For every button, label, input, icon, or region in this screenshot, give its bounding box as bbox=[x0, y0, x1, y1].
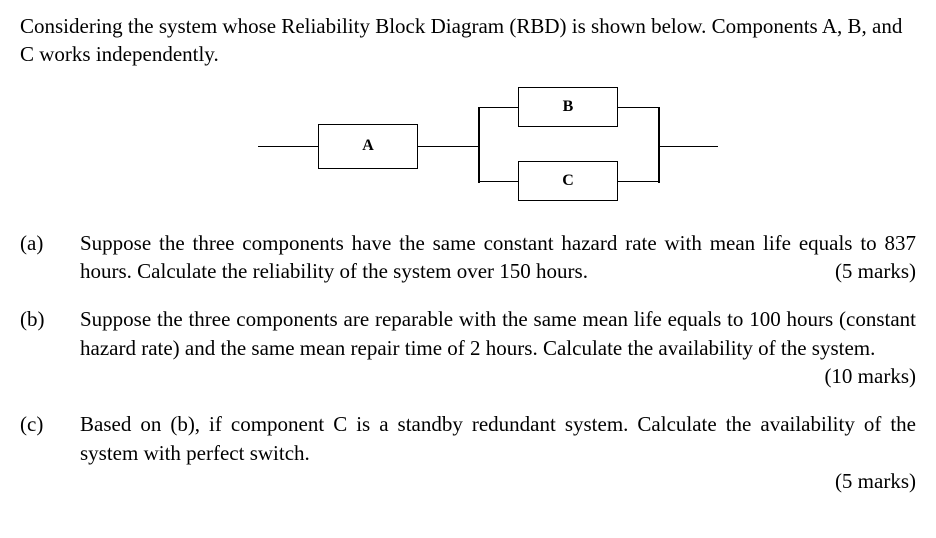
diagram-line bbox=[658, 107, 660, 183]
question-label: (b) bbox=[20, 305, 80, 390]
diagram-line bbox=[478, 181, 518, 183]
question-text: Based on (b), if component C is a standb… bbox=[80, 412, 916, 464]
question-marks: (5 marks) bbox=[835, 257, 916, 285]
block-b: B bbox=[518, 87, 618, 127]
diagram-line bbox=[618, 107, 658, 109]
question-label: (a) bbox=[20, 229, 80, 286]
question-label: (c) bbox=[20, 410, 80, 495]
diagram-line bbox=[258, 146, 318, 148]
diagram-line bbox=[478, 107, 518, 109]
question-text: Suppose the three components are reparab… bbox=[80, 307, 916, 359]
question-body: Suppose the three components are reparab… bbox=[80, 305, 916, 390]
diagram-line bbox=[658, 146, 718, 148]
block-c: C bbox=[518, 161, 618, 201]
question-c: (c) Based on (b), if component C is a st… bbox=[20, 410, 916, 495]
block-a: A bbox=[318, 124, 418, 169]
question-text: Suppose the three components have the sa… bbox=[80, 231, 916, 283]
question-marks: (5 marks) bbox=[80, 467, 916, 495]
question-a: (a) Suppose the three components have th… bbox=[20, 229, 916, 286]
diagram-line bbox=[618, 181, 658, 183]
question-marks: (10 marks) bbox=[824, 362, 916, 390]
diagram-line bbox=[478, 107, 480, 183]
rbd-diagram: A B C bbox=[218, 79, 718, 209]
question-b: (b) Suppose the three components are rep… bbox=[20, 305, 916, 390]
question-body: Based on (b), if component C is a standb… bbox=[80, 410, 916, 495]
question-body: Suppose the three components have the sa… bbox=[80, 229, 916, 286]
intro-text: Considering the system whose Reliability… bbox=[20, 12, 916, 69]
diagram-line bbox=[418, 146, 478, 148]
rbd-diagram-container: A B C bbox=[20, 79, 916, 209]
